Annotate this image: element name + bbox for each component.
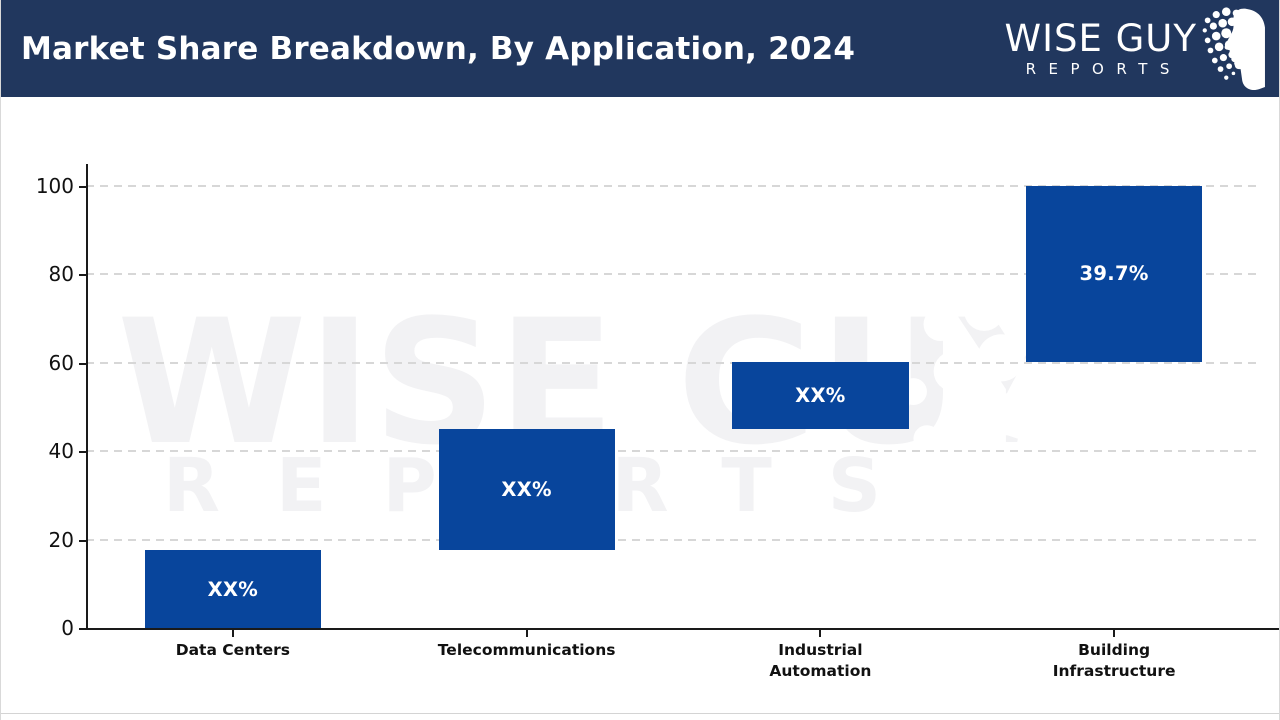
x-tick-mark xyxy=(525,630,528,637)
bar-data-centers: XX% xyxy=(144,550,321,628)
bar-value-label: XX% xyxy=(501,478,552,502)
x-tick-mark xyxy=(819,630,822,637)
bar-value-label: XX% xyxy=(207,577,259,601)
y-tick-label: 100 xyxy=(35,174,74,199)
logo-name-text: WISE GUY xyxy=(1004,17,1197,60)
x-tick-label: Industrial Automation xyxy=(769,641,872,680)
bar-industrial-automation: XX% xyxy=(732,361,909,430)
chart-title: Market Share Breakdown, By Application, … xyxy=(21,30,856,67)
bar-value-label: XX% xyxy=(795,383,846,407)
y-tick-mark xyxy=(79,451,87,454)
x-tick-label: Telecommunications xyxy=(437,641,616,659)
dotted-head-icon xyxy=(1202,6,1265,90)
x-axis-spine xyxy=(86,628,1279,630)
gridline xyxy=(86,273,1261,276)
gridline xyxy=(86,361,1261,364)
y-tick-label: 0 xyxy=(61,616,74,640)
y-tick-mark xyxy=(79,539,87,542)
x-tick-mark xyxy=(1113,630,1116,637)
y-tick-label: 20 xyxy=(48,527,74,552)
x-tick-label: Building Infrastructure xyxy=(1052,641,1176,680)
bar-value-label: 39.7% xyxy=(1079,262,1149,286)
gridline xyxy=(86,185,1261,188)
y-tick-label: 80 xyxy=(48,262,74,287)
gridline xyxy=(86,538,1261,541)
y-tick-mark xyxy=(79,274,87,277)
y-tick-mark xyxy=(79,362,87,365)
gridline xyxy=(86,450,1261,453)
bar-building-infrastructure: 39.7% xyxy=(1026,186,1203,362)
x-tick-label: Data Centers xyxy=(175,641,291,659)
y-tick-mark xyxy=(79,186,87,189)
plot-canvas: WISE GUY REPORTS XX%XX%XX%39.7% 02040608… xyxy=(1,97,1279,714)
header: Market Share Breakdown, By Application, … xyxy=(1,0,1279,97)
y-tick-label: 60 xyxy=(48,350,74,375)
logo-sub-text: REPORTS xyxy=(1025,60,1182,78)
plot-area: XX% XX% XX% 39.7% xyxy=(86,164,1261,628)
x-tick-mark xyxy=(231,630,234,637)
wise-guy-reports-logo: WISE GUY REPORTS xyxy=(1005,6,1265,92)
bar-telecommunications: XX% xyxy=(438,429,615,551)
y-axis-spine xyxy=(86,164,88,630)
logo-wordmark: WISE GUY REPORTS xyxy=(1005,20,1197,77)
y-tick-mark xyxy=(79,628,87,630)
y-tick-label: 40 xyxy=(48,439,74,464)
